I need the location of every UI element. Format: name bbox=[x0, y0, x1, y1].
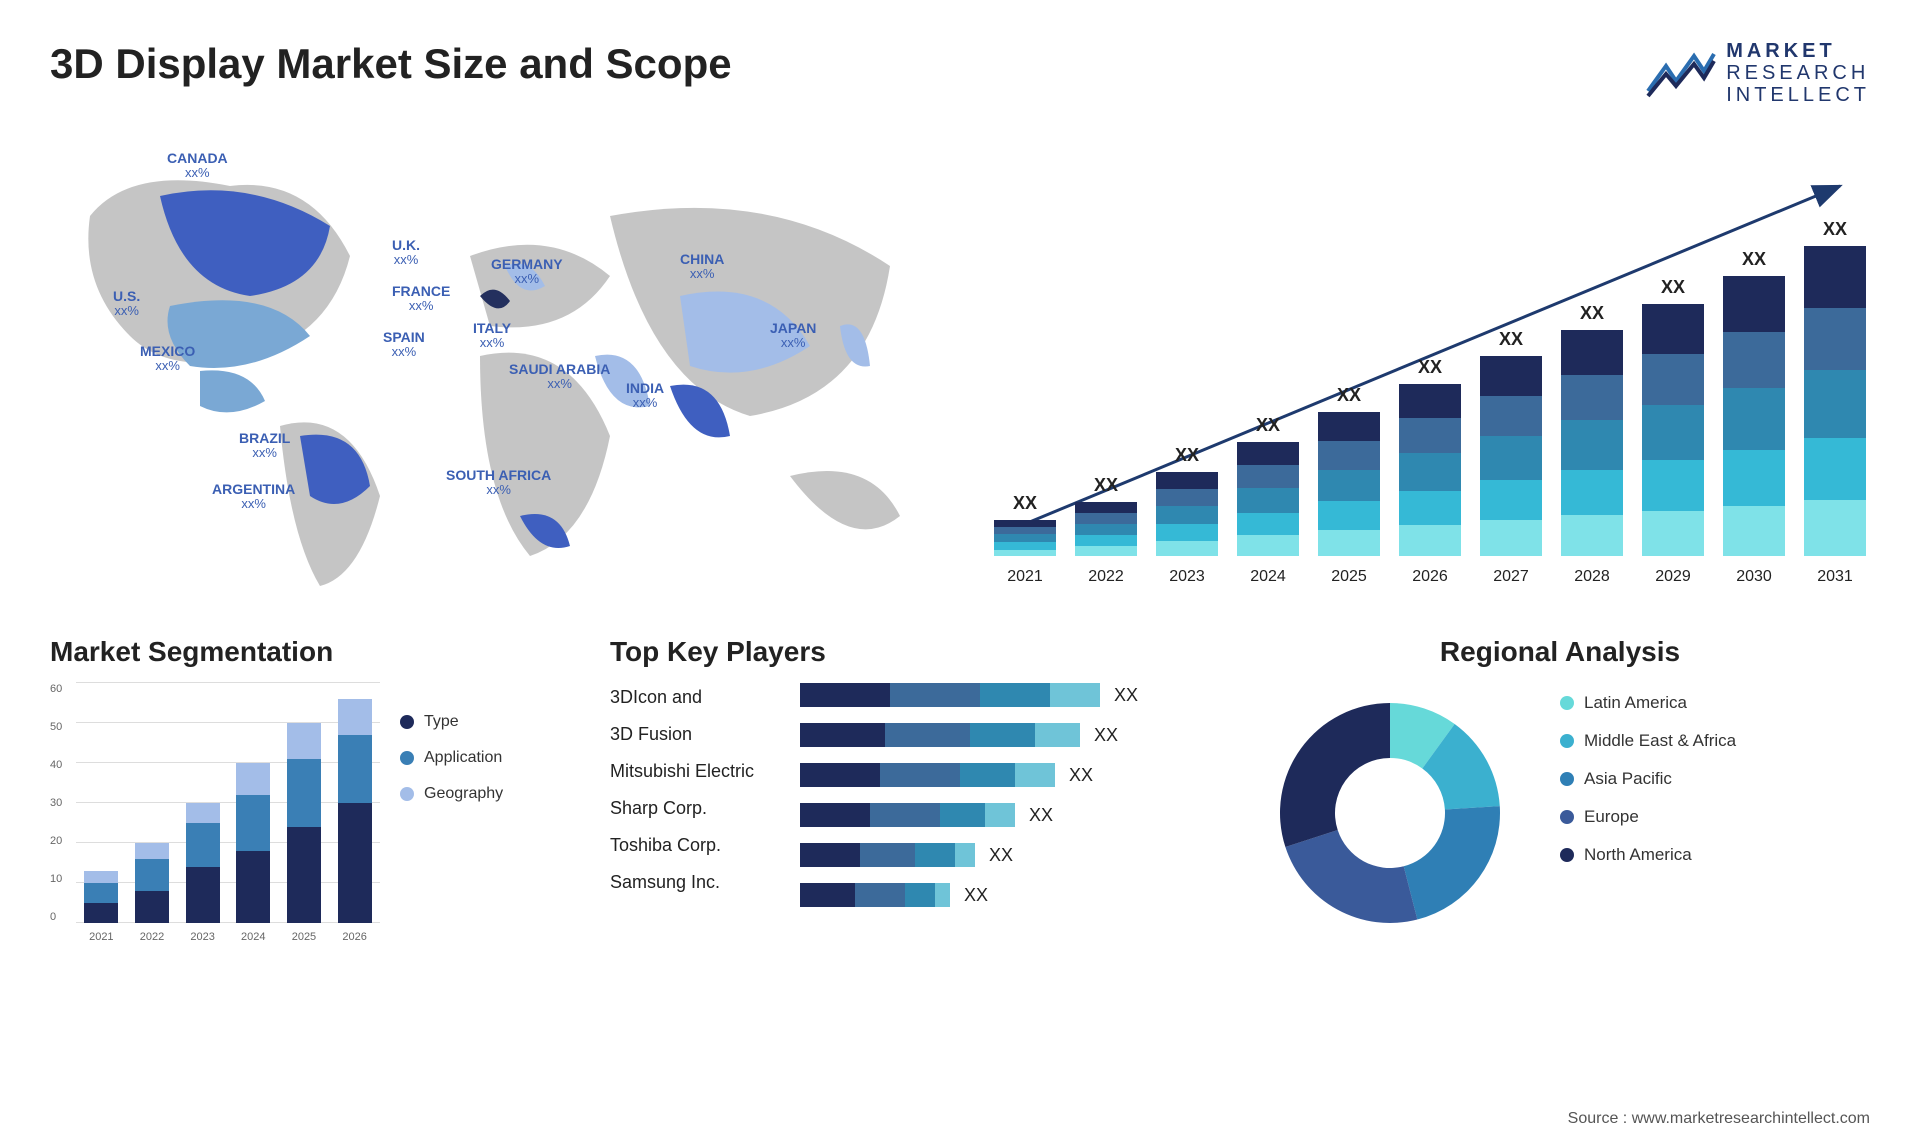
region-legend-item: North America bbox=[1560, 845, 1736, 865]
map-label-italy: ITALYxx% bbox=[473, 320, 511, 351]
growth-year-2031: 2031 bbox=[1800, 568, 1870, 586]
region-legend-item: Latin America bbox=[1560, 693, 1736, 713]
players-title: Top Key Players bbox=[610, 636, 1210, 668]
growth-year-2030: 2030 bbox=[1719, 568, 1789, 586]
logo-line3: INTELLECT bbox=[1726, 84, 1870, 106]
growth-bar-2022: XX bbox=[1071, 475, 1141, 556]
player-bar-row: XX bbox=[800, 883, 1210, 907]
growth-bar-2027: XX bbox=[1476, 329, 1546, 556]
donut-slice-north-america bbox=[1280, 703, 1390, 847]
growth-bar-2031: XX bbox=[1800, 219, 1870, 556]
map-label-spain: SPAINxx% bbox=[383, 329, 425, 360]
growth-chart: XX XX XX XX XX XX XX XX XX XX XX 2021 2022 2023 2024 2… bbox=[990, 136, 1870, 596]
donut-slice-europe bbox=[1285, 830, 1417, 923]
seg-bar-2023 bbox=[186, 803, 220, 923]
page-title: 3D Display Market Size and Scope bbox=[50, 40, 732, 88]
map-label-brazil: BRAZILxx% bbox=[239, 430, 290, 461]
player-bar-row: XX bbox=[800, 683, 1210, 707]
map-label-china: CHINAxx% bbox=[680, 251, 724, 282]
map-label-u.s.: U.S.xx% bbox=[113, 288, 140, 319]
growth-bar-2024: XX bbox=[1233, 415, 1303, 556]
growth-year-2022: 2022 bbox=[1071, 568, 1141, 586]
growth-value-label: XX bbox=[1013, 493, 1037, 514]
growth-year-2028: 2028 bbox=[1557, 568, 1627, 586]
growth-bar-2029: XX bbox=[1638, 277, 1708, 556]
donut-slice-asia-pacific bbox=[1404, 806, 1500, 919]
growth-value-label: XX bbox=[1337, 385, 1361, 406]
growth-bar-2023: XX bbox=[1152, 445, 1222, 556]
player-name: Samsung Inc. bbox=[610, 872, 800, 893]
player-bar-row: XX bbox=[800, 803, 1210, 827]
seg-bar-2021 bbox=[84, 871, 118, 923]
growth-value-label: XX bbox=[1580, 303, 1604, 324]
player-name: 3DIcon and bbox=[610, 687, 800, 708]
growth-value-label: XX bbox=[1256, 415, 1280, 436]
region-legend-item: Asia Pacific bbox=[1560, 769, 1736, 789]
growth-year-2026: 2026 bbox=[1395, 568, 1465, 586]
growth-value-label: XX bbox=[1823, 219, 1847, 240]
growth-bar-2030: XX bbox=[1719, 249, 1789, 556]
region-legend-item: Europe bbox=[1560, 807, 1736, 827]
logo-line1: MARKET bbox=[1726, 40, 1870, 62]
map-label-saudi-arabia: SAUDI ARABIAxx% bbox=[509, 361, 610, 392]
growth-year-2024: 2024 bbox=[1233, 568, 1303, 586]
growth-value-label: XX bbox=[1661, 277, 1685, 298]
growth-bar-2028: XX bbox=[1557, 303, 1627, 556]
map-label-germany: GERMANYxx% bbox=[491, 256, 563, 287]
growth-year-2025: 2025 bbox=[1314, 568, 1384, 586]
player-name: Sharp Corp. bbox=[610, 798, 800, 819]
player-bar-row: XX bbox=[800, 763, 1210, 787]
seg-legend-type: Type bbox=[400, 713, 503, 731]
segmentation-title: Market Segmentation bbox=[50, 636, 570, 668]
regional-legend: Latin America Middle East & Africa Asia Pa… bbox=[1560, 683, 1736, 943]
segmentation-section: Market Segmentation 0102030405060 202120… bbox=[50, 636, 570, 943]
world-map: CANADAxx% U.S.xx%MEXICOxx% BRAZILxx% ARGENT… bbox=[50, 136, 950, 596]
map-label-argentina: ARGENTINAxx% bbox=[212, 481, 295, 512]
players-section: Top Key Players 3DIcon and 3D Fusion Mitsu… bbox=[610, 636, 1210, 943]
growth-value-label: XX bbox=[1418, 357, 1442, 378]
player-bar-row: XX bbox=[800, 843, 1210, 867]
logo-icon bbox=[1646, 46, 1716, 101]
regional-title: Regional Analysis bbox=[1250, 636, 1870, 668]
segmentation-chart: 0102030405060 202120222023202420252026 bbox=[50, 683, 380, 943]
growth-value-label: XX bbox=[1175, 445, 1199, 466]
seg-bar-2024 bbox=[236, 763, 270, 923]
growth-bar-2021: XX bbox=[990, 493, 1060, 556]
map-label-mexico: MEXICOxx% bbox=[140, 343, 195, 374]
map-label-japan: JAPANxx% bbox=[770, 320, 816, 351]
region-legend-item: Middle East & Africa bbox=[1560, 731, 1736, 751]
seg-bar-2022 bbox=[135, 843, 169, 923]
seg-legend-application: Application bbox=[400, 749, 503, 767]
seg-bar-2025 bbox=[287, 723, 321, 923]
growth-bar-2026: XX bbox=[1395, 357, 1465, 556]
growth-value-label: XX bbox=[1499, 329, 1523, 350]
regional-section: Regional Analysis Latin America Middle Ea… bbox=[1250, 636, 1870, 943]
player-name: Mitsubishi Electric bbox=[610, 761, 800, 782]
map-label-south-africa: SOUTH AFRICAxx% bbox=[446, 467, 551, 498]
source-attribution: Source : www.marketresearchintellect.com bbox=[1568, 1110, 1870, 1128]
regional-donut bbox=[1250, 683, 1530, 943]
seg-legend-geography: Geography bbox=[400, 785, 503, 803]
player-name: 3D Fusion bbox=[610, 724, 800, 745]
growth-year-2021: 2021 bbox=[990, 568, 1060, 586]
growth-value-label: XX bbox=[1094, 475, 1118, 496]
map-label-france: FRANCExx% bbox=[392, 283, 450, 314]
growth-year-2023: 2023 bbox=[1152, 568, 1222, 586]
growth-bar-2025: XX bbox=[1314, 385, 1384, 556]
logo-line2: RESEARCH bbox=[1726, 62, 1870, 84]
map-label-india: INDIAxx% bbox=[626, 380, 664, 411]
growth-year-2029: 2029 bbox=[1638, 568, 1708, 586]
map-label-u.k.: U.K.xx% bbox=[392, 237, 420, 268]
player-name: Toshiba Corp. bbox=[610, 835, 800, 856]
growth-value-label: XX bbox=[1742, 249, 1766, 270]
map-label-canada: CANADAxx% bbox=[167, 150, 228, 181]
segmentation-legend: Type Application Geography bbox=[400, 683, 503, 943]
seg-bar-2026 bbox=[338, 699, 372, 923]
brand-logo: MARKET RESEARCH INTELLECT bbox=[1646, 40, 1870, 106]
growth-year-2027: 2027 bbox=[1476, 568, 1546, 586]
player-bar-row: XX bbox=[800, 723, 1210, 747]
